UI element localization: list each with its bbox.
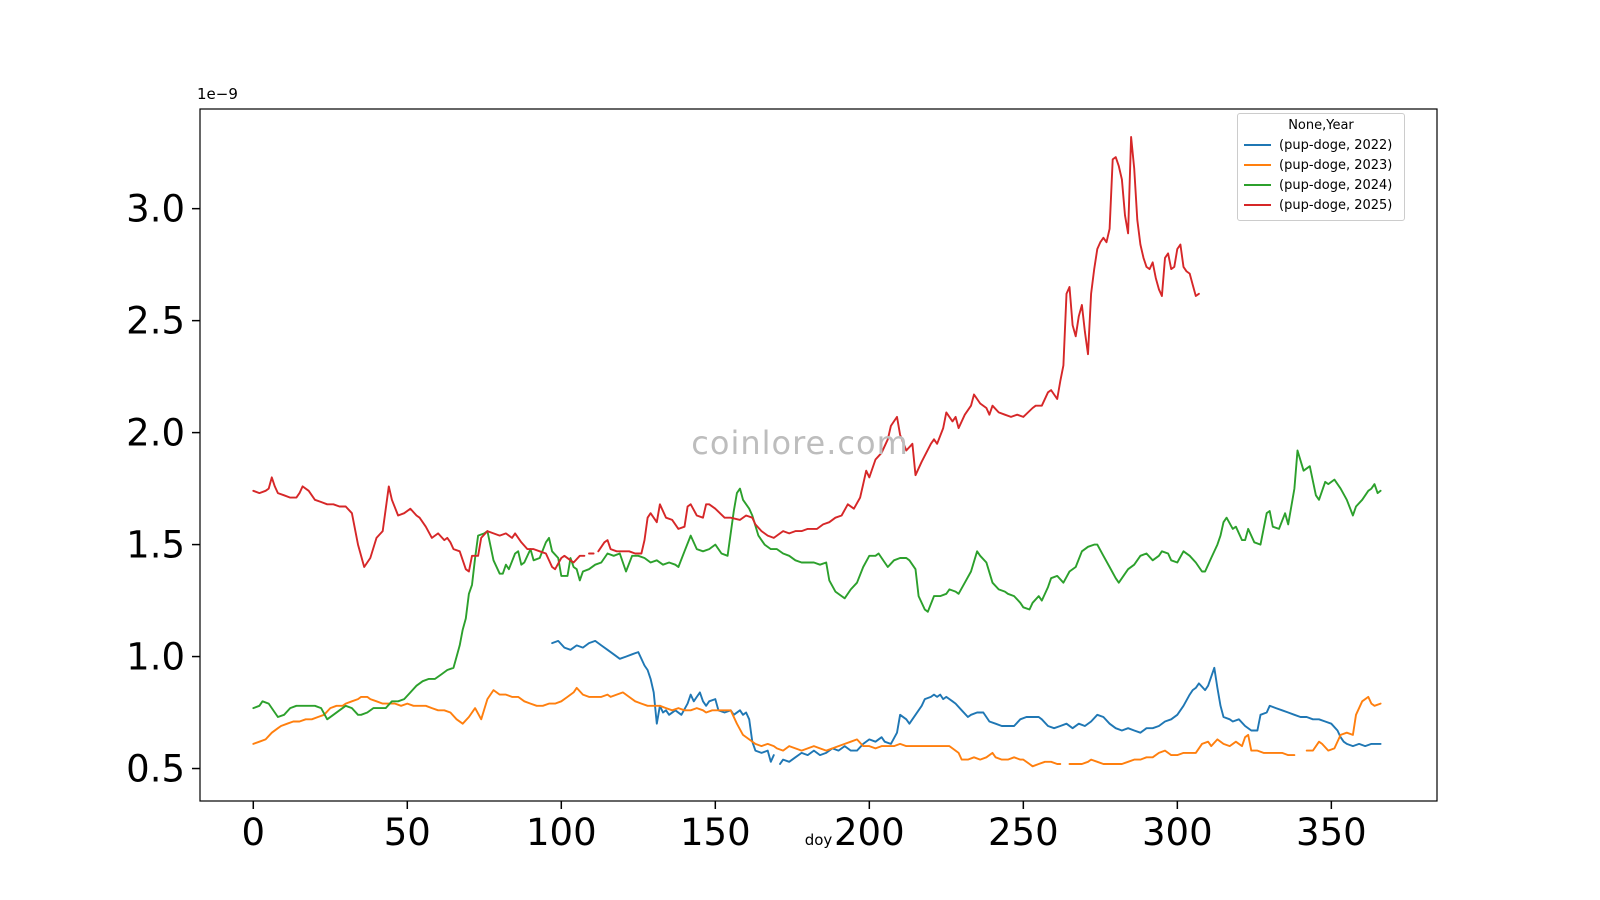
legend-line-swatch-2024 <box>1244 184 1271 186</box>
series-line-2024 <box>252 449 1382 721</box>
x-tick-label-0: 0 <box>242 811 266 854</box>
plot-border <box>199 108 1438 802</box>
series-line-2023 <box>1305 695 1382 752</box>
x-tick-label-250: 250 <box>988 811 1059 854</box>
x-tick-label-350: 350 <box>1296 811 1367 854</box>
legend-line-swatch-2025 <box>1244 204 1271 206</box>
y-tick-label-1.5: 1.5 <box>126 524 185 567</box>
x-tick-label-50: 50 <box>384 811 431 854</box>
legend-entries: (pup-doge, 2022) (pup-doge, 2023) (pup-dog… <box>1244 135 1398 215</box>
legend-entry-label: (pup-doge, 2023) <box>1279 157 1393 173</box>
y-axis-offset-label: 1e−9 <box>197 85 238 103</box>
x-tick-label-200: 200 <box>834 811 905 854</box>
legend-entry-label: (pup-doge, 2022) <box>1279 137 1393 153</box>
y-tick-label-1: 1.0 <box>126 636 185 679</box>
legend-title: None,Year <box>1288 118 1354 133</box>
x-tick-label-300: 300 <box>1142 811 1213 854</box>
y-tick-label-0.5: 0.5 <box>126 748 185 791</box>
legend-entry-2022: (pup-doge, 2022) <box>1244 135 1398 155</box>
legend: None,Year (pup-doge, 2022) (pup-doge, 202… <box>1237 113 1405 221</box>
series-line-2025 <box>252 476 586 573</box>
watermark: coinlore.com <box>691 424 909 462</box>
series-line-2023 <box>1068 733 1296 765</box>
series-line-2022 <box>551 639 775 763</box>
series-line-2022 <box>779 666 1382 765</box>
legend-entry-label: (pup-doge, 2025) <box>1279 197 1393 213</box>
x-tick-label-150: 150 <box>680 811 751 854</box>
y-tick-label-2.5: 2.5 <box>126 300 185 343</box>
legend-entry-2023: (pup-doge, 2023) <box>1244 155 1398 175</box>
legend-line-swatch-2023 <box>1244 164 1271 166</box>
legend-entry-2024: (pup-doge, 2024) <box>1244 175 1398 195</box>
legend-entry-2025: (pup-doge, 2025) <box>1244 195 1398 215</box>
x-axis-label: doy <box>804 831 833 849</box>
legend-entry-label: (pup-doge, 2024) <box>1279 177 1393 193</box>
y-tick-label-2: 2.0 <box>126 412 185 455</box>
legend-line-swatch-2022 <box>1244 144 1271 146</box>
y-tick-label-3: 3.0 <box>126 188 185 231</box>
series-line-2025 <box>597 136 1200 555</box>
x-tick-label-100: 100 <box>526 811 597 854</box>
series-line-2023 <box>252 686 1062 768</box>
